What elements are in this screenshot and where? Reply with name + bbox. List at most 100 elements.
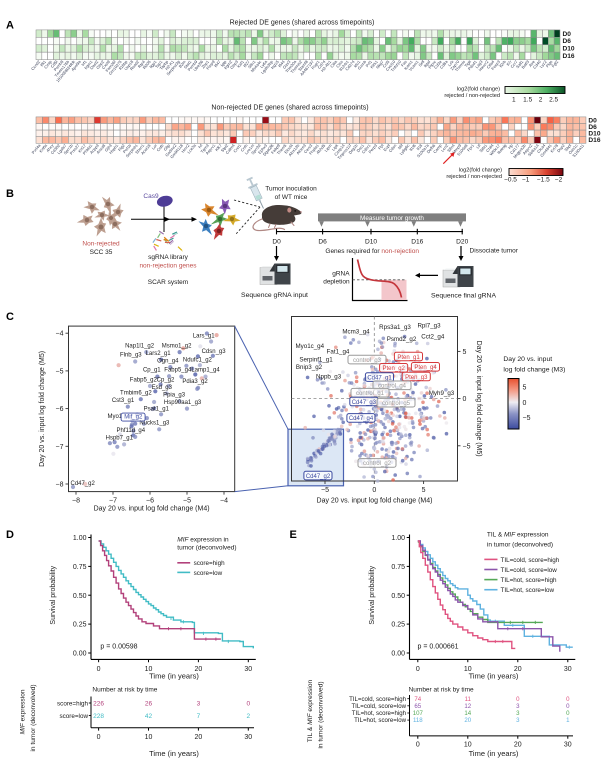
svg-text:Sell: Sell	[417, 59, 425, 67]
svg-text:Cmip: Cmip	[43, 59, 53, 70]
svg-text:Fabp5_g4: Fabp5_g4	[164, 368, 192, 374]
svg-text:Cas9: Cas9	[143, 193, 159, 200]
svg-text:Esd_g3: Esd_g3	[152, 385, 173, 391]
svg-text:Gjb3: Gjb3	[104, 142, 114, 152]
svg-text:Cnfn: Cnfn	[239, 143, 248, 153]
svg-text:11: 11	[465, 696, 472, 703]
svg-text:Chil4: Chil4	[485, 142, 495, 153]
svg-text:Igtp: Igtp	[219, 59, 228, 68]
svg-text:1.00: 1.00	[73, 535, 87, 542]
svg-text:Isg15: Isg15	[270, 59, 281, 70]
svg-text:Time (in years): Time (in years)	[469, 749, 519, 758]
svg-text:Cd274: Cd274	[344, 59, 356, 72]
svg-text:Cd47_g3: Cd47_g3	[352, 400, 377, 406]
svg-text:non-rejection genes: non-rejection genes	[139, 263, 197, 270]
svg-text:D20: D20	[456, 239, 468, 246]
svg-text:Phf11d_g4: Phf11d_g4	[117, 428, 146, 434]
svg-text:control_g2: control_g2	[363, 461, 392, 467]
svg-text:Lce3a: Lce3a	[186, 142, 197, 154]
svg-text:Dsc1: Dsc1	[355, 142, 365, 153]
svg-text:−6: −6	[146, 498, 154, 505]
svg-text:Acpp3: Acpp3	[89, 142, 101, 154]
svg-text:D6: D6	[563, 38, 572, 45]
svg-text:sgRNA library: sgRNA library	[148, 254, 188, 261]
svg-text:65: 65	[414, 703, 421, 710]
svg-text:Ephx3: Ephx3	[257, 142, 269, 154]
svg-text:Fas: Fas	[400, 59, 408, 67]
svg-text:Genes required for non-rejecti: Genes required for non-rejection	[325, 248, 419, 255]
svg-text:0.00: 0.00	[73, 651, 87, 658]
svg-text:10: 10	[464, 666, 472, 673]
svg-text:TIL=hot, score=high: TIL=hot, score=high	[501, 577, 558, 584]
svg-text:tumor (deconvolved): tumor (deconvolved)	[177, 545, 236, 552]
svg-text:74: 74	[414, 696, 421, 703]
svg-text:Fgl2: Fgl2	[550, 59, 559, 69]
svg-text:Mcm3_g4: Mcm3_g4	[342, 329, 370, 336]
svg-text:Ltf: Ltf	[475, 142, 482, 149]
svg-text:2.5: 2.5	[549, 97, 558, 104]
svg-text:Batf3: Batf3	[520, 59, 530, 70]
svg-text:0: 0	[97, 666, 101, 673]
svg-text:Ifi47: Ifi47	[213, 59, 222, 69]
svg-text:0: 0	[523, 400, 527, 407]
svg-text:TIL=hot, score=high: TIL=hot, score=high	[352, 710, 406, 717]
svg-text:Cd3e: Cd3e	[433, 59, 443, 70]
svg-text:D16: D16	[411, 239, 423, 246]
svg-text:Ptprc: Ptprc	[427, 59, 437, 69]
svg-text:Cd47_g2: Cd47_g2	[306, 474, 331, 480]
svg-text:log fold change (M3): log fold change (M3)	[503, 367, 565, 374]
svg-text:0: 0	[566, 696, 570, 703]
svg-text:MIF expression: MIF expression	[20, 689, 27, 734]
svg-text:Ctss: Ctss	[335, 59, 344, 68]
svg-text:107: 107	[413, 710, 424, 717]
svg-text:Krt6a: Krt6a	[38, 142, 48, 153]
svg-text:Sequence gRNA input: Sequence gRNA input	[241, 292, 308, 299]
svg-text:−5: −5	[183, 498, 191, 505]
svg-text:Lcn2: Lcn2	[440, 142, 450, 152]
svg-text:0.50: 0.50	[391, 593, 405, 600]
svg-text:Evpl: Evpl	[382, 143, 391, 152]
svg-text:Tumor inoculation: Tumor inoculation	[265, 186, 317, 193]
svg-text:TIL=cold, score=low: TIL=cold, score=low	[501, 567, 558, 574]
svg-text:30: 30	[564, 742, 572, 749]
svg-text:10: 10	[464, 742, 472, 749]
svg-text:Icam1: Icam1	[403, 59, 414, 71]
svg-text:Ccl5: Ccl5	[381, 59, 390, 69]
svg-text:20: 20	[195, 734, 203, 741]
svg-text:Nap1l1_g2: Nap1l1_g2	[125, 344, 155, 350]
svg-text:Cd5l: Cd5l	[49, 59, 58, 69]
svg-text:Sall1: Sall1	[515, 59, 525, 70]
svg-text:Dissociate tumor: Dissociate tumor	[470, 248, 519, 255]
svg-text:Ifi27: Ifi27	[242, 59, 251, 69]
svg-text:B2m: B2m	[178, 59, 188, 69]
svg-text:Ppl: Ppl	[377, 143, 385, 151]
svg-text:Day 20 vs. input log fold chan: Day 20 vs. input log fold change (M5)	[475, 341, 482, 457]
svg-text:Lamp1_g4: Lamp1_g4	[191, 368, 220, 374]
svg-text:Ido1: Ido1	[353, 59, 362, 69]
svg-text:0.75: 0.75	[391, 564, 405, 571]
svg-text:Rpl7_g3: Rpl7_g3	[417, 323, 441, 330]
svg-text:Gzmb: Gzmb	[356, 59, 367, 71]
svg-text:Flg2: Flg2	[117, 142, 126, 152]
svg-text:0: 0	[416, 666, 420, 673]
svg-text:SCAR system: SCAR system	[148, 279, 188, 286]
svg-text:Dsp2: Dsp2	[556, 142, 566, 153]
svg-text:Day 20 vs. input log fold chan: Day 20 vs. input log fold change (M4)	[317, 498, 433, 505]
svg-text:Hsp90aa1_g3: Hsp90aa1_g3	[164, 400, 202, 406]
svg-text:0.75: 0.75	[73, 564, 87, 571]
svg-text:20: 20	[514, 666, 522, 673]
svg-text:Pigs: Pigs	[545, 59, 554, 68]
svg-text:Cd47_g4: Cd47_g4	[349, 416, 374, 422]
svg-text:26: 26	[145, 700, 153, 707]
svg-text:control_g4: control_g4	[378, 384, 407, 390]
svg-text:Klrk1: Klrk1	[369, 59, 379, 70]
svg-text:Rsad2: Rsad2	[129, 59, 141, 72]
svg-text:5: 5	[463, 349, 467, 356]
svg-text:Lce1m: Lce1m	[244, 142, 256, 155]
svg-text:20: 20	[464, 717, 471, 724]
svg-text:2: 2	[539, 97, 543, 104]
svg-text:Tgm3: Tgm3	[199, 142, 210, 154]
svg-text:Nppb_g3: Nppb_g3	[316, 374, 342, 381]
svg-text:Perp3: Perp3	[367, 142, 378, 154]
svg-text:Lars2_g1: Lars2_g1	[146, 351, 172, 357]
